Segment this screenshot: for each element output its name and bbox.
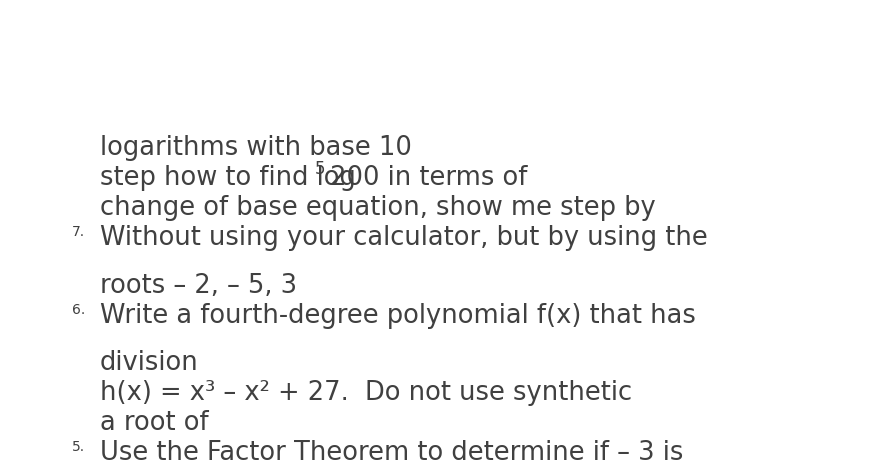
Text: logarithms with base 10: logarithms with base 10	[100, 135, 412, 161]
Text: 5: 5	[315, 160, 326, 178]
Text: roots – 2, – 5, 3: roots – 2, – 5, 3	[100, 273, 298, 299]
Text: 6.: 6.	[72, 303, 85, 317]
Text: Without using your calculator, but by using the: Without using your calculator, but by us…	[100, 225, 708, 251]
Text: 7.: 7.	[72, 225, 85, 239]
Text: Use the Factor Theorem to determine if – 3 is: Use the Factor Theorem to determine if –…	[100, 440, 683, 466]
Text: a root of: a root of	[100, 410, 208, 436]
Text: step how to find log: step how to find log	[100, 165, 356, 191]
Text: change of base equation, show me step by: change of base equation, show me step by	[100, 195, 655, 221]
Text: division: division	[100, 350, 199, 376]
Text: Write a fourth-degree polynomial f(x) that has: Write a fourth-degree polynomial f(x) th…	[100, 303, 696, 329]
Text: h(x) = x³ – x² + 27.  Do not use synthetic: h(x) = x³ – x² + 27. Do not use syntheti…	[100, 380, 632, 406]
Text: 200 in terms of: 200 in terms of	[321, 165, 527, 191]
Text: 5.: 5.	[72, 440, 85, 454]
